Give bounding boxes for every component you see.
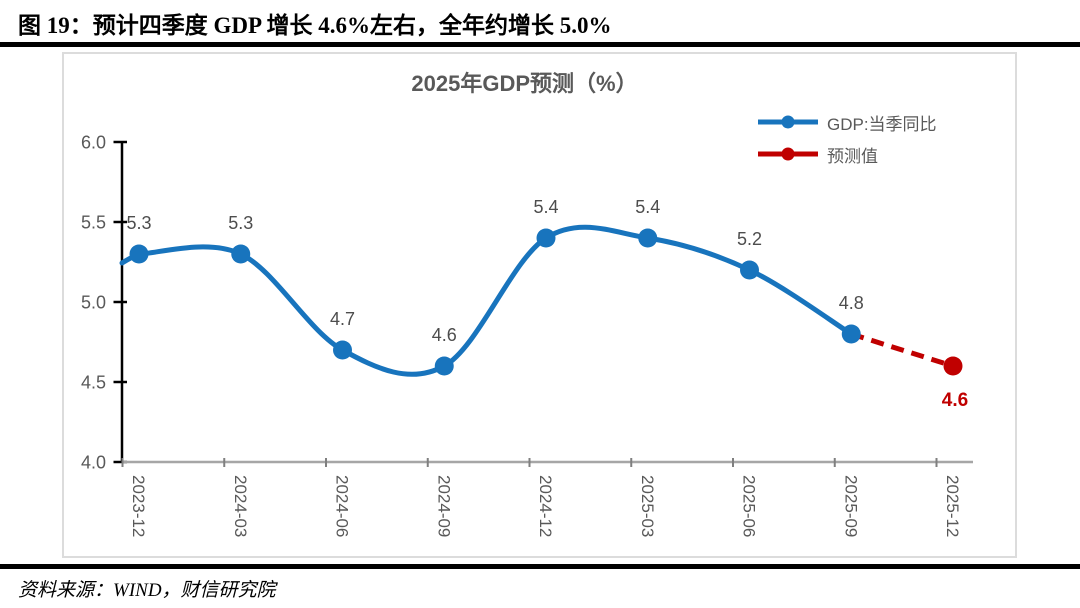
- bottom-divider: [0, 564, 1080, 569]
- source-note: 资料来源：WIND，财信研究院: [18, 580, 276, 601]
- data-point-label: 5.4: [533, 197, 558, 217]
- data-point-label: 5.3: [228, 213, 253, 233]
- data-point-label: 5.2: [737, 229, 762, 249]
- forecast-series-line: [850, 331, 954, 369]
- legend-dot-icon: [781, 147, 795, 161]
- chart-frame: [62, 52, 1017, 558]
- data-point-marker: [740, 260, 759, 280]
- x-axis-label: 2024-09: [434, 475, 453, 537]
- data-point-marker: [129, 244, 149, 264]
- data-point-label: 4.7: [330, 309, 355, 329]
- actual-series-line: [119, 224, 854, 377]
- y-axis-label: 4.0: [81, 453, 106, 473]
- data-point-marker: [536, 228, 556, 248]
- y-axis-label: 5.0: [81, 293, 106, 313]
- x-axis-label: 2023-12: [129, 475, 148, 537]
- chart-legend: GDP:当季同比 预测值: [757, 113, 937, 177]
- chart-title: 2025年GDP预测（%）: [411, 71, 638, 96]
- data-point-marker: [231, 244, 251, 264]
- x-axis-label: 2025-09: [841, 475, 860, 537]
- legend-dot-icon: [781, 115, 795, 129]
- legend-item-actual: GDP:当季同比: [757, 113, 937, 134]
- legend-forecast-swatch: [758, 147, 818, 161]
- data-point-marker: [333, 340, 352, 360]
- y-axis-label: 4.5: [81, 373, 106, 393]
- x-axis-label: 2025-06: [740, 475, 759, 537]
- x-axis-label: 2024-12: [536, 475, 555, 537]
- data-point-label: 5.3: [126, 213, 151, 233]
- data-point-label: 5.4: [635, 197, 660, 217]
- figure-title: 图 19：预计四季度 GDP 增长 4.6%左右，全年约增长 5.0%: [18, 13, 612, 38]
- legend-item-forecast: 预测值: [757, 145, 937, 166]
- x-axis-label: 2025-12: [943, 475, 962, 537]
- y-axis-label: 5.5: [81, 213, 106, 233]
- data-point-marker: [841, 324, 861, 344]
- top-divider: [0, 42, 1080, 47]
- legend-label-actual: GDP:当季同比: [827, 114, 937, 134]
- data-point-label: 4.6: [432, 325, 457, 345]
- forecast-point-marker: [943, 356, 963, 376]
- x-axis-label: 2025-03: [638, 475, 657, 537]
- data-point-label: 4.8: [839, 293, 864, 313]
- y-axis-label: 6.0: [81, 133, 106, 153]
- legend-label-forecast: 预测值: [827, 146, 878, 166]
- x-axis-label: 2024-03: [231, 475, 250, 537]
- legend-actual-swatch: [758, 115, 818, 129]
- data-point-marker: [434, 356, 454, 376]
- forecast-point-label: 4.6: [942, 390, 968, 411]
- data-point-marker: [638, 228, 658, 248]
- x-axis-label: 2024-06: [333, 475, 352, 537]
